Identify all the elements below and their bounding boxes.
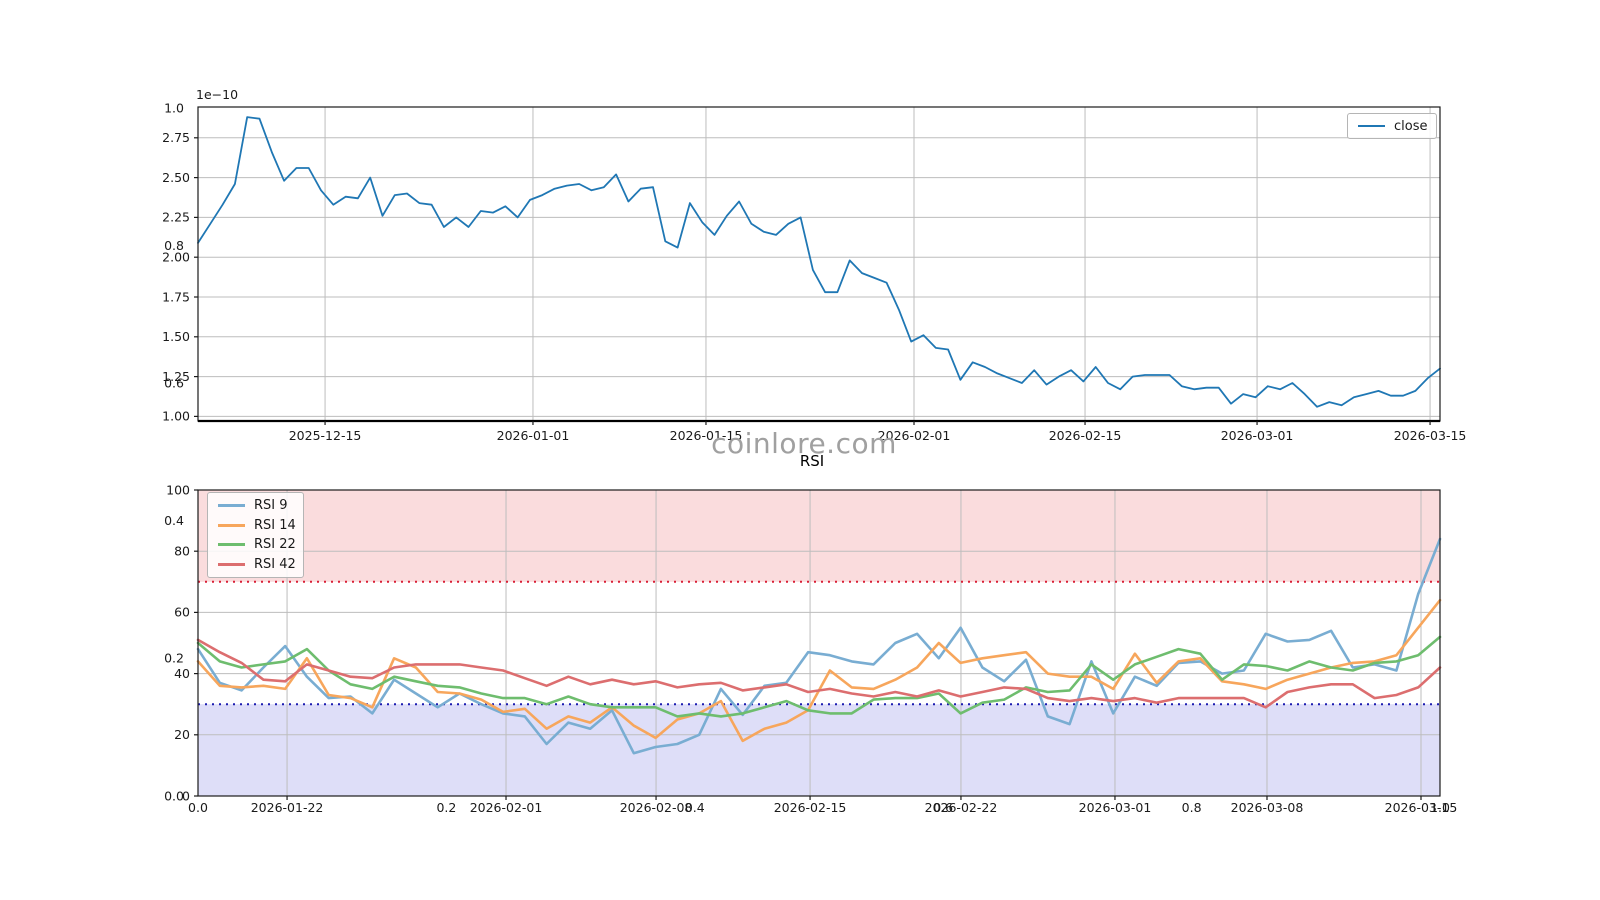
price-y-tick-label: 1.50 (162, 329, 190, 344)
price-frame (197, 106, 1441, 422)
price-legend: close (1347, 113, 1437, 139)
price-x-tick-label: 2026-03-01 (1221, 428, 1294, 443)
rsi-x-tick-label: 2026-01-22 (251, 800, 324, 815)
price-y-tick-label: 2.25 (162, 210, 190, 225)
rsi-22-line-swatch-icon (218, 543, 245, 547)
price-x-tick-label: 2026-01-15 (670, 428, 743, 443)
rsi-42-line-swatch-icon (218, 562, 245, 566)
hidden-axis-x-label: 1.0 (1430, 800, 1450, 815)
legend-item-rsi-22: RSI 22 (218, 535, 296, 555)
hidden-axis-y-label: 0.0 (164, 788, 184, 803)
legend-label-close: close (1394, 118, 1428, 134)
hidden-axis-y-label: 0.8 (164, 238, 184, 253)
rsi-x-tick-label: 2026-03-01 (1079, 800, 1152, 815)
hidden-axis-x-label: 0.2 (436, 800, 456, 815)
legend-item-rsi-14: RSI 14 (218, 516, 296, 536)
price-y-tick-label: 1.75 (162, 289, 190, 304)
rsi-y-tick-label: 100 (166, 482, 190, 497)
close-line (197, 116, 1441, 408)
price-x-tick-label: 2026-03-15 (1394, 428, 1467, 443)
rsi-x-tick-label: 2026-02-15 (774, 800, 847, 815)
rsi-x-tick-label: 2026-02-08 (620, 800, 693, 815)
legend-item-close: close (1358, 116, 1427, 136)
rsi-x-tick-label: 2026-02-01 (470, 800, 543, 815)
close-line-swatch-icon (1358, 125, 1385, 127)
price-y-tick-label: 2.50 (162, 170, 190, 185)
rsi-x-tick-label: 2026-02-22 (925, 800, 998, 815)
rsi-y-tick-label: 20 (174, 727, 190, 742)
rsi-legend: RSI 9 RSI 14 RSI 22 RSI 42 (207, 492, 304, 578)
watermark: coinlore.com (711, 427, 897, 460)
price-y-tick-label: 2.00 (162, 250, 190, 265)
hidden-axis-y-label: 1.0 (164, 100, 184, 115)
hidden-axis-x-label: 0.0 (188, 800, 208, 815)
rsi-y-tick-label: 80 (174, 544, 190, 559)
rsi-14-line-swatch-icon (218, 523, 245, 527)
legend-label-rsi-9: RSI 9 (254, 498, 288, 514)
overbought-band (198, 490, 1440, 582)
rsi-3-line (196, 635, 1442, 718)
hidden-axis-y-label: 0.2 (164, 651, 184, 666)
hidden-axis-x-label: 0.8 (1182, 800, 1202, 815)
rsi-panel-title: RSI (799, 452, 825, 470)
price-x-tick-label: 2026-01-01 (497, 428, 570, 443)
rsi-x-tick-label: 2026-03-15 (1385, 800, 1458, 815)
legend-label-rsi-14: RSI 14 (254, 517, 296, 533)
price-y-tick-label: 1.25 (162, 369, 190, 384)
price-y-tick-label: 1.00 (162, 409, 190, 424)
rsi-frame (197, 489, 1441, 797)
price-y-offset-label: 1e−10 (196, 87, 238, 102)
hidden-axis-x-label: 0.6 (933, 800, 953, 815)
hidden-axis-y-label: 0.6 (164, 376, 184, 391)
rsi-9-line-swatch-icon (218, 504, 245, 508)
rsi-y-tick-label: 0 (182, 788, 190, 803)
legend-item-rsi-42: RSI 42 (218, 555, 296, 575)
rsi-y-tick-label: 40 (174, 666, 190, 681)
legend-item-rsi-9: RSI 9 (218, 496, 293, 516)
price-x-tick-label: 2026-02-01 (878, 428, 951, 443)
hidden-axis-y-label: 0.4 (164, 513, 184, 528)
rsi-4-line (196, 638, 1442, 709)
legend-label-rsi-22: RSI 22 (254, 537, 296, 553)
price-x-tick-label: 2026-02-15 (1049, 428, 1122, 443)
rsi-x-tick-label: 2026-03-08 (1231, 800, 1304, 815)
legend-label-rsi-42: RSI 42 (254, 556, 296, 572)
rsi-y-tick-label: 60 (174, 605, 190, 620)
price-x-tick-label: 2025-12-15 (289, 428, 362, 443)
price-y-tick-label: 2.75 (162, 130, 190, 145)
hidden-axis-x-label: 0.4 (685, 800, 705, 815)
oversold-band (198, 704, 1440, 796)
